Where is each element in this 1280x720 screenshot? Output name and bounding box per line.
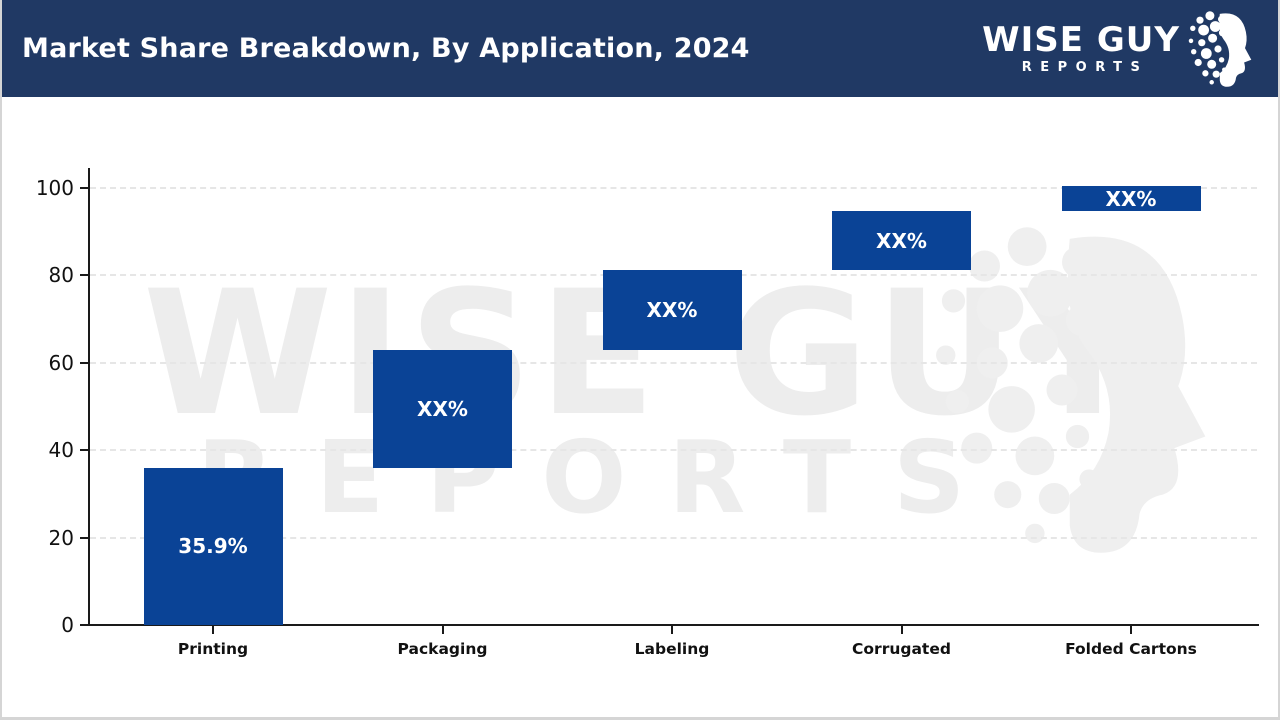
y-tick-label: 40 [48,438,74,462]
wise-guy-reports-logo: WISE GUY REPORTS [982,8,1254,90]
logo-subtitle: REPORTS [1021,60,1149,75]
category-label: Corrugated [852,640,951,658]
y-tick-mark [80,536,88,539]
y-tick-mark [80,361,88,364]
x-axis-line [88,624,1259,626]
y-axis-line [88,168,90,626]
y-tick-label: 20 [48,525,74,550]
header-bar: Market Share Breakdown, By Application, … [2,0,1278,97]
y-tick-mark [80,186,88,189]
logo-wordmark: WISE GUY [982,20,1180,60]
gridline-20 [90,536,1257,539]
bar-labeling [602,270,742,350]
x-tick-mark [900,626,903,634]
x-tick-mark [212,626,214,634]
bar-value-label: XX% [1105,186,1157,211]
y-tick-label: 0 [61,613,74,637]
bar-packaging [373,349,512,468]
gridline-100 [90,186,1257,189]
bar-printing [143,467,283,625]
gridline-40 [90,449,1257,451]
logo-head-icon [1188,10,1252,87]
x-tick-mark [441,626,444,634]
y-tick-label: 80 [48,263,74,287]
y-tick-mark [80,274,88,276]
y-tick-mark [80,624,88,626]
gridline-60 [90,361,1257,364]
bar-value-label: XX% [876,228,927,253]
logo-text: WISE GUY REPORTS [982,23,1180,74]
x-tick-mark [1130,626,1132,634]
y-tick-label: 100 [35,175,74,200]
bar-value-label: XX% [646,298,698,322]
x-tick-mark [671,626,673,634]
bar-folded-cartons [1061,186,1201,212]
page-title: Market Share Breakdown, By Application, … [22,33,750,64]
bar-value-label: XX% [417,396,468,421]
category-label: Printing [177,640,249,658]
y-tick-label: 60 [48,350,74,375]
category-label: Packaging [397,640,488,658]
y-tick-mark [80,449,88,451]
category-label: Labeling [634,640,710,658]
bar-corrugated [832,211,971,271]
category-label: Folded Cartons [1065,640,1197,658]
bar-value-label: 35.9% [178,534,248,559]
